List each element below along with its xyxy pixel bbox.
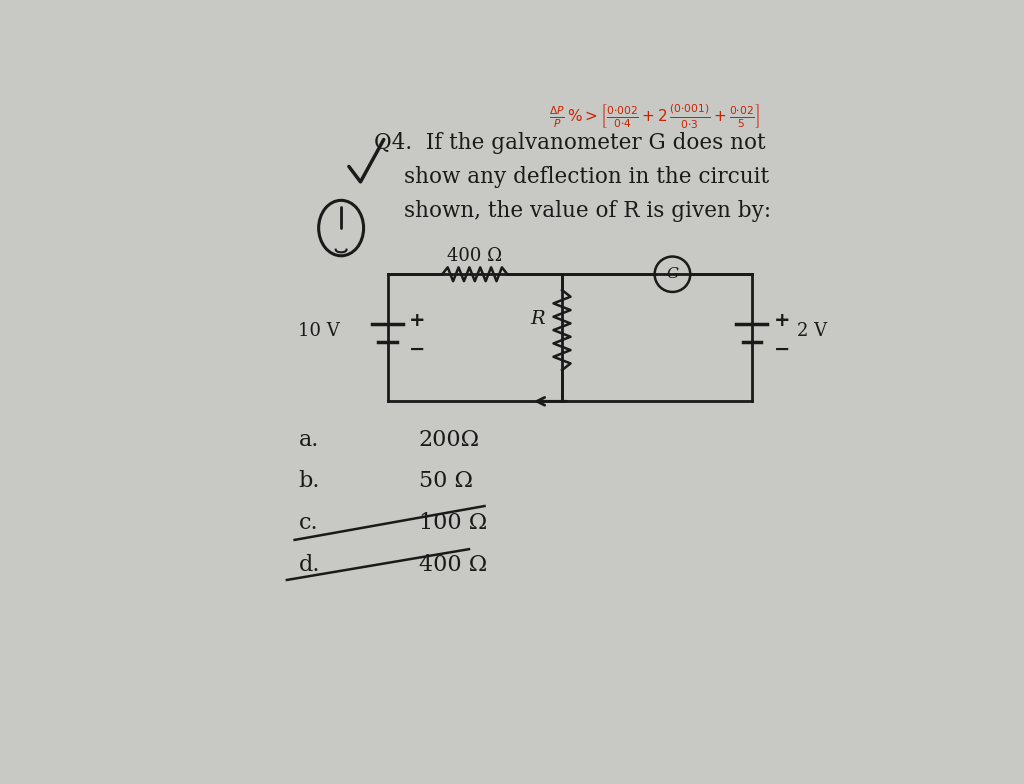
Text: G: G bbox=[667, 267, 679, 281]
Text: 100 Ω: 100 Ω bbox=[419, 512, 486, 534]
Text: Q4.  If the galvanometer G does not: Q4. If the galvanometer G does not bbox=[375, 132, 766, 154]
Text: show any deflection in the circuit: show any deflection in the circuit bbox=[403, 166, 769, 188]
Text: +: + bbox=[410, 310, 426, 329]
Text: −: − bbox=[410, 339, 426, 359]
Text: 50 Ω: 50 Ω bbox=[419, 470, 473, 492]
Text: 2 V: 2 V bbox=[797, 322, 827, 339]
Text: 400 Ω: 400 Ω bbox=[447, 247, 503, 265]
Text: R: R bbox=[529, 310, 545, 328]
Text: −: − bbox=[773, 339, 790, 359]
Text: 200Ω: 200Ω bbox=[419, 429, 480, 451]
Text: shown, the value of R is given by:: shown, the value of R is given by: bbox=[403, 200, 771, 222]
Text: 400 Ω: 400 Ω bbox=[419, 554, 486, 575]
Text: b.: b. bbox=[299, 470, 319, 492]
Text: +: + bbox=[773, 310, 791, 329]
Text: a.: a. bbox=[299, 429, 318, 451]
Text: c.: c. bbox=[299, 512, 318, 534]
Text: 10 V: 10 V bbox=[298, 322, 340, 339]
Text: $\frac{\Delta P}{P}$$\,\%$$>\left[\frac{0{\cdot}002}{0{\cdot}4}+2\,\frac{(0{\cdo: $\frac{\Delta P}{P}$$\,\%$$>\left[\frac{… bbox=[549, 103, 761, 132]
Text: d.: d. bbox=[299, 554, 319, 575]
